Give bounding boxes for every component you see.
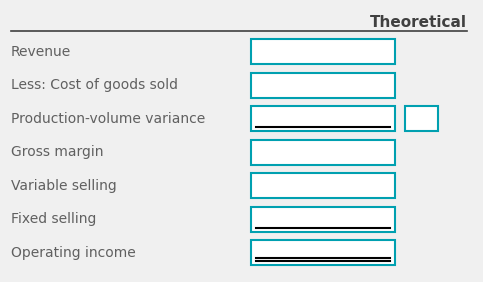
FancyBboxPatch shape: [251, 106, 395, 131]
Text: Less: Cost of goods sold: Less: Cost of goods sold: [11, 78, 178, 92]
FancyBboxPatch shape: [251, 39, 395, 64]
Text: Gross margin: Gross margin: [11, 145, 103, 159]
FancyBboxPatch shape: [251, 72, 395, 98]
Text: Theoretical: Theoretical: [370, 15, 467, 30]
Text: Production-volume variance: Production-volume variance: [11, 112, 205, 126]
FancyBboxPatch shape: [251, 207, 395, 232]
Text: Revenue: Revenue: [11, 45, 71, 59]
Text: Operating income: Operating income: [11, 246, 136, 260]
FancyBboxPatch shape: [251, 173, 395, 198]
FancyBboxPatch shape: [405, 106, 439, 131]
FancyBboxPatch shape: [251, 140, 395, 165]
Text: Variable selling: Variable selling: [11, 179, 117, 193]
FancyBboxPatch shape: [251, 240, 395, 265]
Text: Fixed selling: Fixed selling: [11, 212, 97, 226]
